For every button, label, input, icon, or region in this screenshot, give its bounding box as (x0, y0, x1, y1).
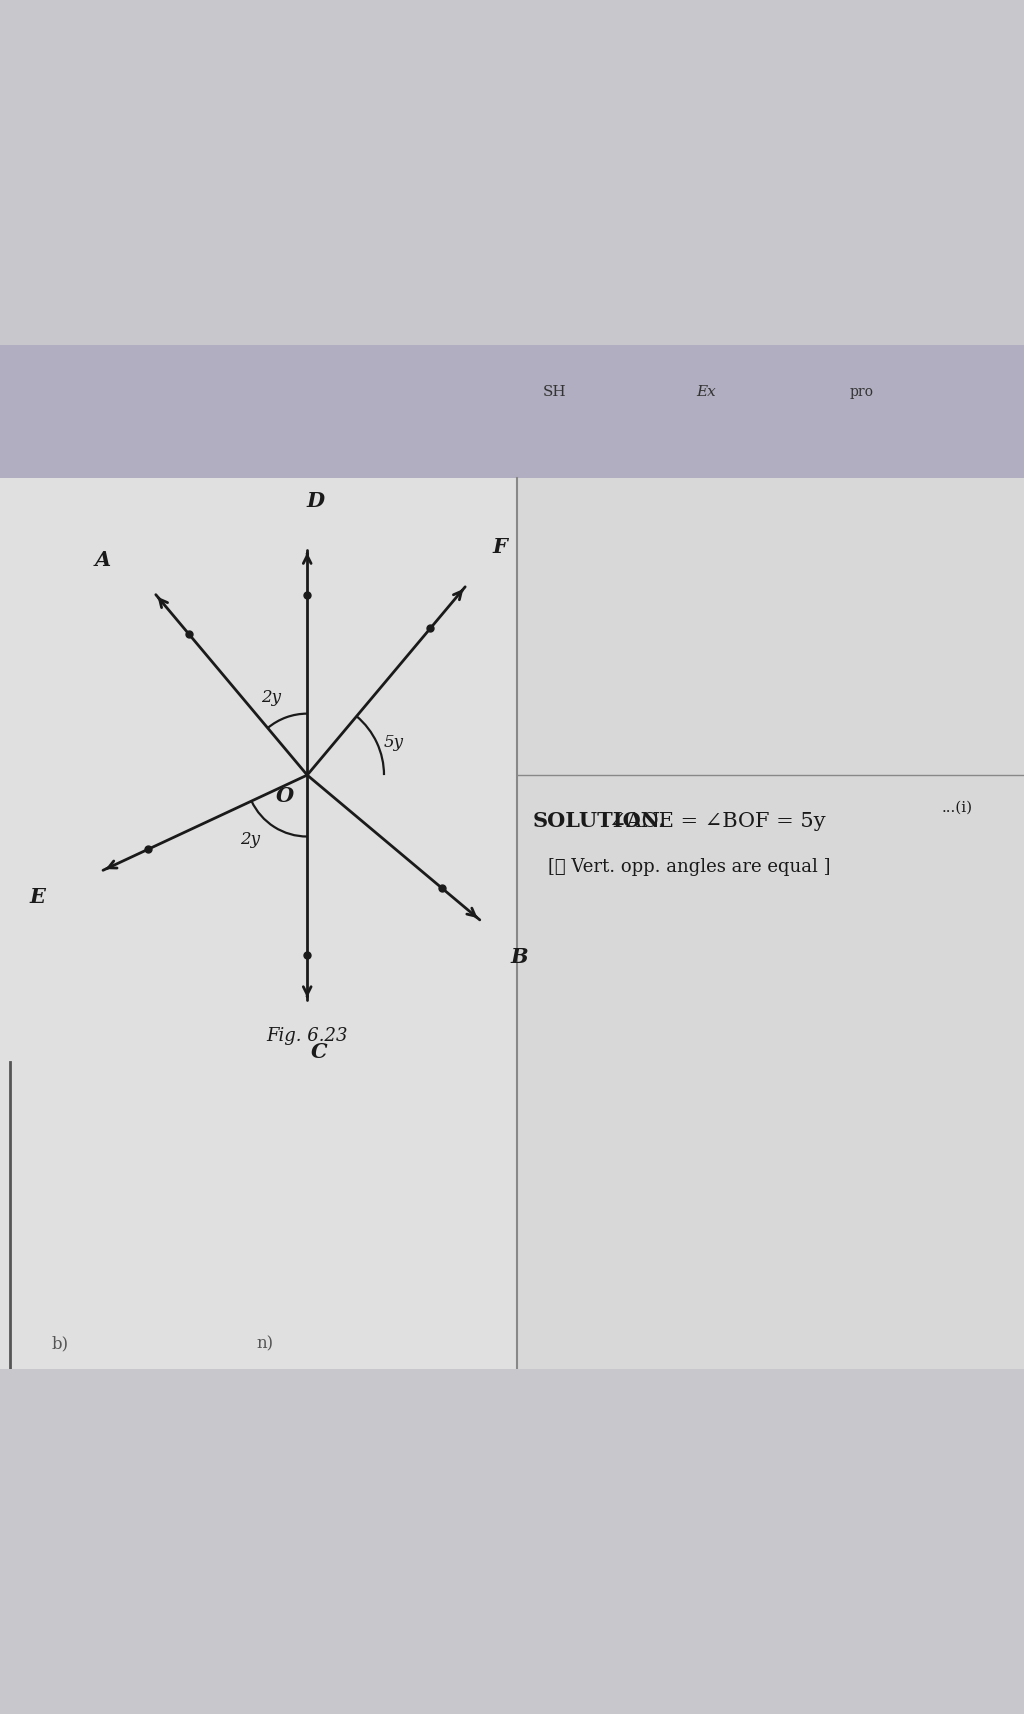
Bar (0, 345, 1024, 478)
Bar (517, 478, 1024, 1369)
Text: B: B (511, 948, 528, 967)
Text: O: O (275, 785, 294, 806)
Text: Fig. 6.23: Fig. 6.23 (266, 1027, 348, 1046)
Text: 5y: 5y (384, 734, 404, 751)
Text: ...(i): ...(i) (942, 800, 973, 814)
Text: D: D (306, 490, 325, 511)
Text: ∠AOE = ∠BOF = 5y: ∠AOE = ∠BOF = 5y (609, 812, 826, 831)
Text: C: C (311, 1042, 328, 1061)
Text: n): n) (256, 1335, 273, 1352)
Bar (0, 478, 517, 1369)
Text: 2y: 2y (261, 689, 281, 706)
Text: pro: pro (850, 384, 873, 399)
Text: SOLUTION.: SOLUTION. (532, 811, 667, 831)
Text: b): b) (51, 1335, 69, 1352)
Text: A: A (95, 550, 112, 571)
Text: Ex: Ex (696, 384, 716, 399)
Text: SH: SH (543, 384, 566, 399)
Text: [∵ Vert. opp. angles are equal ]: [∵ Vert. opp. angles are equal ] (548, 859, 830, 876)
Text: E: E (30, 886, 45, 907)
Text: 2y: 2y (240, 831, 260, 848)
Text: F: F (493, 536, 507, 557)
